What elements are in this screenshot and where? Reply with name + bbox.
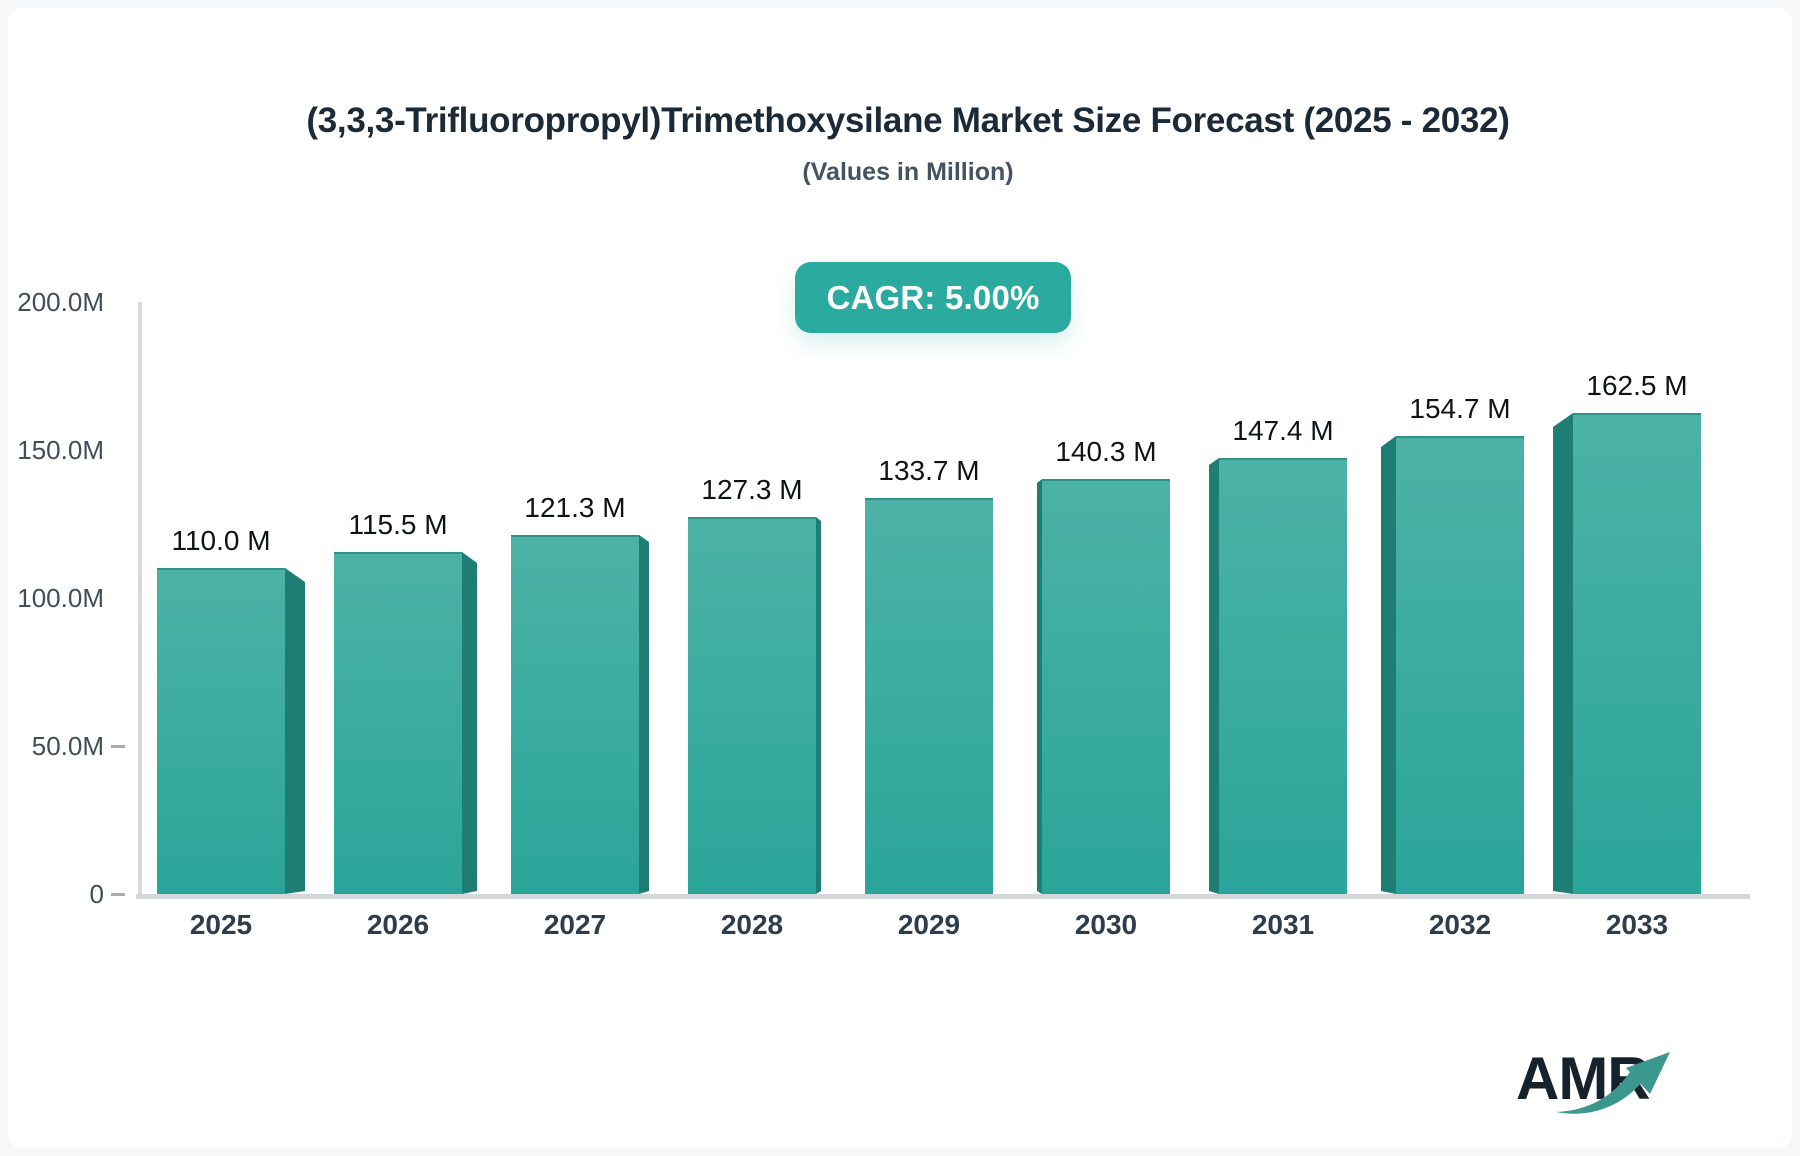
y-axis-line — [138, 302, 142, 894]
bar-2028[interactable] — [688, 517, 816, 894]
bar-side-2033 — [1553, 413, 1573, 894]
bar-2032[interactable] — [1396, 436, 1524, 894]
bar-value-2031: 147.4 M — [1232, 415, 1334, 446]
amr-logo: AMR — [1516, 1044, 1696, 1128]
x-axis-label-2033: 2033 — [1605, 909, 1669, 940]
y-axis-label-50: 50.0M — [31, 731, 104, 761]
y-axis-tick-50 — [111, 745, 125, 748]
x-axis-label-2028: 2028 — [720, 909, 784, 940]
bar-2031[interactable] — [1219, 458, 1347, 894]
y-axis-tick-0 — [111, 893, 125, 896]
chart-title: (3,3,3-Trifluoropropyl)Trimethoxysilane … — [306, 101, 1510, 140]
bar-2027[interactable] — [511, 535, 639, 894]
x-axis-line — [136, 894, 1750, 899]
bar-side-2028 — [816, 517, 821, 894]
bar-value-2033: 162.5 M — [1586, 370, 1688, 401]
bar-value-2026: 115.5 M — [348, 509, 448, 540]
y-axis-label-200: 200.0M — [17, 287, 104, 317]
y-axis-label-150: 150.0M — [17, 435, 104, 465]
bar-value-2030: 140.3 M — [1055, 436, 1157, 467]
cagr-badge: CAGR: 5.00% — [795, 262, 1071, 333]
y-axis-label-0: 0 — [89, 879, 104, 909]
bar-side-2026 — [462, 552, 477, 894]
bar-side-2032 — [1381, 436, 1396, 894]
bar-value-2028: 127.3 M — [701, 474, 803, 505]
bar-value-2027: 121.3 M — [524, 492, 626, 523]
x-axis-label-2025: 2025 — [189, 909, 253, 940]
x-axis-label-2029: 2029 — [897, 909, 961, 940]
x-axis-label-2027: 2027 — [543, 909, 607, 940]
bar-2026[interactable] — [334, 552, 462, 894]
trending-up-arrow-icon — [1556, 1052, 1670, 1114]
bar-2029[interactable] — [865, 498, 993, 894]
bar-2033[interactable] — [1573, 413, 1701, 894]
x-axis-label-2026: 2026 — [366, 909, 430, 940]
x-axis-label-2031: 2031 — [1251, 909, 1315, 940]
bar-side-2031 — [1209, 458, 1219, 894]
cagr-badge-label: CAGR: 5.00% — [826, 278, 1040, 316]
bar-value-2025: 110.0 M — [171, 525, 271, 556]
x-axis-label-2030: 2030 — [1074, 909, 1138, 940]
y-axis-label-100: 100.0M — [17, 583, 104, 613]
bar-side-2030 — [1037, 479, 1042, 894]
chart-card: (3,3,3-Trifluoropropyl)Trimethoxysilane … — [8, 8, 1792, 1148]
chart-subtitle: (Values in Million) — [802, 158, 1014, 186]
x-axis-label-2032: 2032 — [1428, 909, 1492, 940]
bar-value-2032: 154.7 M — [1409, 393, 1511, 424]
bar-value-2029: 133.7 M — [878, 455, 980, 486]
bar-2030[interactable] — [1042, 479, 1170, 894]
bar-side-2027 — [639, 535, 649, 894]
bar-2025[interactable] — [157, 568, 285, 894]
bar-side-2025 — [285, 568, 305, 894]
